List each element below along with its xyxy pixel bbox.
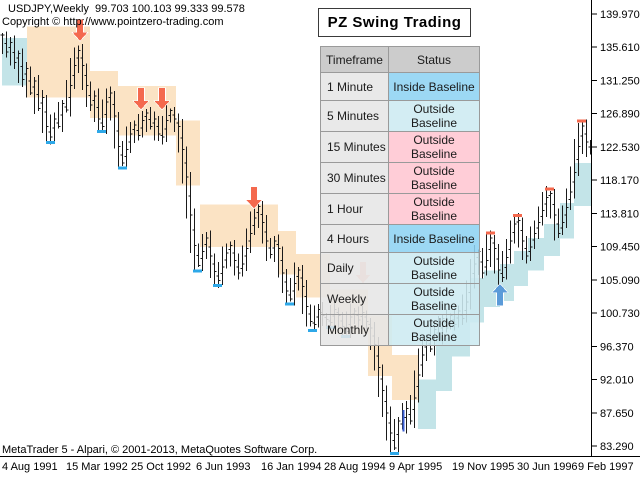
baseline-band-bullish bbox=[514, 250, 528, 286]
sell-signal-arrow-icon bbox=[245, 186, 263, 210]
timeframe-row-monthly: Monthly Outside Baseline bbox=[320, 314, 480, 346]
y-axis-label: 105.090 bbox=[600, 275, 640, 287]
status-cell: Outside Baseline bbox=[388, 283, 480, 315]
x-axis-label: 6 Jun 1993 bbox=[196, 461, 250, 473]
timeframe-cell: 5 Minutes bbox=[320, 100, 389, 132]
swing-high-marker bbox=[486, 231, 495, 235]
x-axis-label: 9 Feb 1997 bbox=[578, 461, 634, 473]
timeframe-row-4-hours: 4 Hours Inside Baseline bbox=[320, 224, 480, 253]
y-axis-label: 109.450 bbox=[600, 242, 640, 254]
timeframe-row-1-minute: 1 Minute Inside Baseline bbox=[320, 72, 480, 101]
y-axis-label: 113.810 bbox=[600, 208, 639, 220]
timeframe-row-15-minutes: 15 Minutes Outside Baseline bbox=[320, 131, 480, 163]
y-axis-label: 92.010 bbox=[600, 375, 634, 387]
swing-low-marker bbox=[390, 451, 399, 455]
y-axis-label: 87.650 bbox=[600, 408, 634, 420]
plot-area bbox=[0, 18, 591, 455]
chart-quote-line: USDJPY,Weekly 99.703 100.103 99.333 99.5… bbox=[8, 3, 245, 15]
x-axis-label: 30 Jun 1996 bbox=[517, 461, 578, 473]
swing-high-marker bbox=[513, 213, 522, 217]
timeframe-cell: 30 Minutes bbox=[320, 162, 389, 194]
status-cell: Inside Baseline bbox=[388, 224, 480, 253]
timeframe-row-30-minutes: 30 Minutes Outside Baseline bbox=[320, 162, 480, 194]
symbol-period-label: USDJPY,Weekly bbox=[8, 3, 89, 15]
platform-watermark: MetaTrader 5 - Alpari, © 2001-2013, Meta… bbox=[2, 444, 318, 456]
timeframe-row-daily: Daily Outside Baseline bbox=[320, 252, 480, 284]
swing-high-marker bbox=[577, 119, 586, 123]
timeframe-cell: 15 Minutes bbox=[320, 131, 389, 163]
swing-low-marker bbox=[46, 140, 55, 144]
column-header-status: Status bbox=[388, 46, 480, 73]
baseline-band-bearish bbox=[176, 120, 200, 186]
y-axis-label: 131.250 bbox=[600, 75, 640, 87]
y-axis-label: 118.170 bbox=[600, 175, 639, 187]
status-cell: Outside Baseline bbox=[388, 193, 480, 225]
timeframe-cell: Monthly bbox=[320, 314, 389, 346]
ohlc-quote: 99.703 100.103 99.333 99.578 bbox=[95, 3, 245, 15]
x-axis-label: 28 Aug 1994 bbox=[324, 461, 386, 473]
panel-title: PZ Swing Trading bbox=[318, 8, 471, 37]
timeframe-cell: Daily bbox=[320, 252, 389, 284]
baseline-band-bullish bbox=[418, 379, 436, 430]
status-cell: Outside Baseline bbox=[388, 252, 480, 284]
baseline-band-bearish bbox=[392, 355, 418, 401]
status-cell: Inside Baseline bbox=[388, 72, 480, 101]
y-axis-label: 100.730 bbox=[600, 308, 640, 320]
timeframe-row-5-minutes: 5 Minutes Outside Baseline bbox=[320, 100, 480, 132]
swing-low-marker bbox=[308, 329, 317, 333]
timeframe-row-1-hour: 1 Hour Outside Baseline bbox=[320, 193, 480, 225]
y-axis-label: 139.970 bbox=[600, 9, 640, 21]
baseline-band-bearish bbox=[200, 204, 278, 247]
status-cell: Outside Baseline bbox=[388, 314, 480, 346]
baseline-band-bullish bbox=[436, 337, 452, 392]
buy-signal-arrow-icon bbox=[491, 283, 509, 306]
timeframe-status-table: Timeframe Status 1 Minute Inside Baseline 5 … bbox=[320, 46, 480, 346]
x-axis-label: 9 Apr 1995 bbox=[389, 461, 442, 473]
x-axis-label: 4 Aug 1991 bbox=[2, 461, 58, 473]
sell-signal-arrow-icon bbox=[71, 18, 89, 42]
timeframe-cell: Weekly bbox=[320, 283, 389, 315]
y-axis-label: 96.370 bbox=[600, 341, 634, 353]
swing-low-marker bbox=[118, 166, 127, 170]
swing-low-marker bbox=[97, 130, 106, 134]
baseline-band-bearish bbox=[278, 230, 296, 275]
y-axis-label: 122.530 bbox=[600, 142, 640, 154]
y-axis-label: 135.610 bbox=[600, 42, 640, 54]
timeframe-cell: 4 Hours bbox=[320, 224, 389, 253]
status-cell: Outside Baseline bbox=[388, 100, 480, 132]
baseline-band-bullish bbox=[574, 163, 591, 206]
x-axis-label: 19 Nov 1995 bbox=[452, 461, 514, 473]
status-cell: Outside Baseline bbox=[388, 131, 480, 163]
copyright-text: Copyright © http://www.pointzero-trading… bbox=[2, 16, 224, 28]
sell-signal-arrow-icon bbox=[153, 87, 171, 111]
x-axis-label: 15 Mar 1992 bbox=[66, 461, 128, 473]
timeframe-cell: 1 Hour bbox=[320, 193, 389, 225]
baseline-band-bullish bbox=[544, 224, 560, 257]
swing-high-marker bbox=[545, 187, 554, 191]
baseline-band-bullish bbox=[528, 237, 544, 271]
y-axis-label: 83.290 bbox=[600, 441, 634, 453]
swing-low-marker bbox=[193, 269, 202, 273]
timeframe-cell: 1 Minute bbox=[320, 72, 389, 101]
status-cell: Outside Baseline bbox=[388, 162, 480, 194]
x-axis-label: 16 Jan 1994 bbox=[261, 461, 322, 473]
baseline-band-bullish bbox=[484, 270, 500, 308]
timeframe-row-weekly: Weekly Outside Baseline bbox=[320, 283, 480, 315]
column-header-timeframe: Timeframe bbox=[320, 46, 389, 73]
x-axis-label: 25 Oct 1992 bbox=[131, 461, 191, 473]
swing-low-marker bbox=[213, 284, 222, 288]
sell-signal-arrow-icon bbox=[132, 87, 150, 111]
y-axis-label: 126.890 bbox=[600, 109, 640, 121]
swing-low-marker bbox=[285, 302, 294, 306]
